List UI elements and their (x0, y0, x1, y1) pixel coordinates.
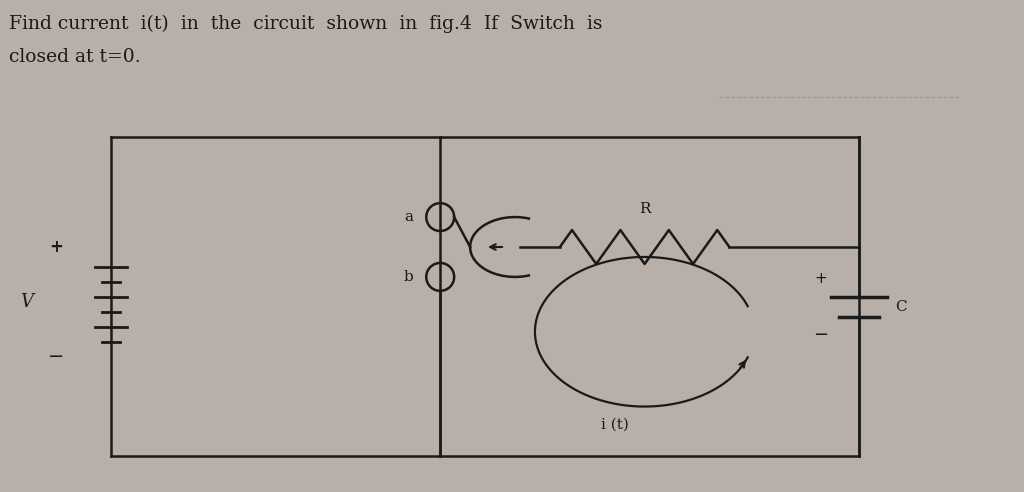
Text: R: R (639, 202, 650, 216)
Text: a: a (403, 210, 413, 224)
Text: i (t): i (t) (601, 418, 629, 431)
Text: b: b (403, 270, 413, 284)
Text: +: + (49, 238, 63, 256)
Text: −: − (813, 326, 828, 344)
Text: C: C (895, 300, 906, 314)
Text: Find current  i(t)  in  the  circuit  shown  in  fig.4  If  Switch  is: Find current i(t) in the circuit shown i… (9, 15, 603, 33)
Text: V: V (19, 293, 33, 311)
Text: closed at t=0.: closed at t=0. (9, 48, 141, 65)
Text: −: − (48, 347, 65, 366)
Text: +: + (815, 272, 827, 286)
